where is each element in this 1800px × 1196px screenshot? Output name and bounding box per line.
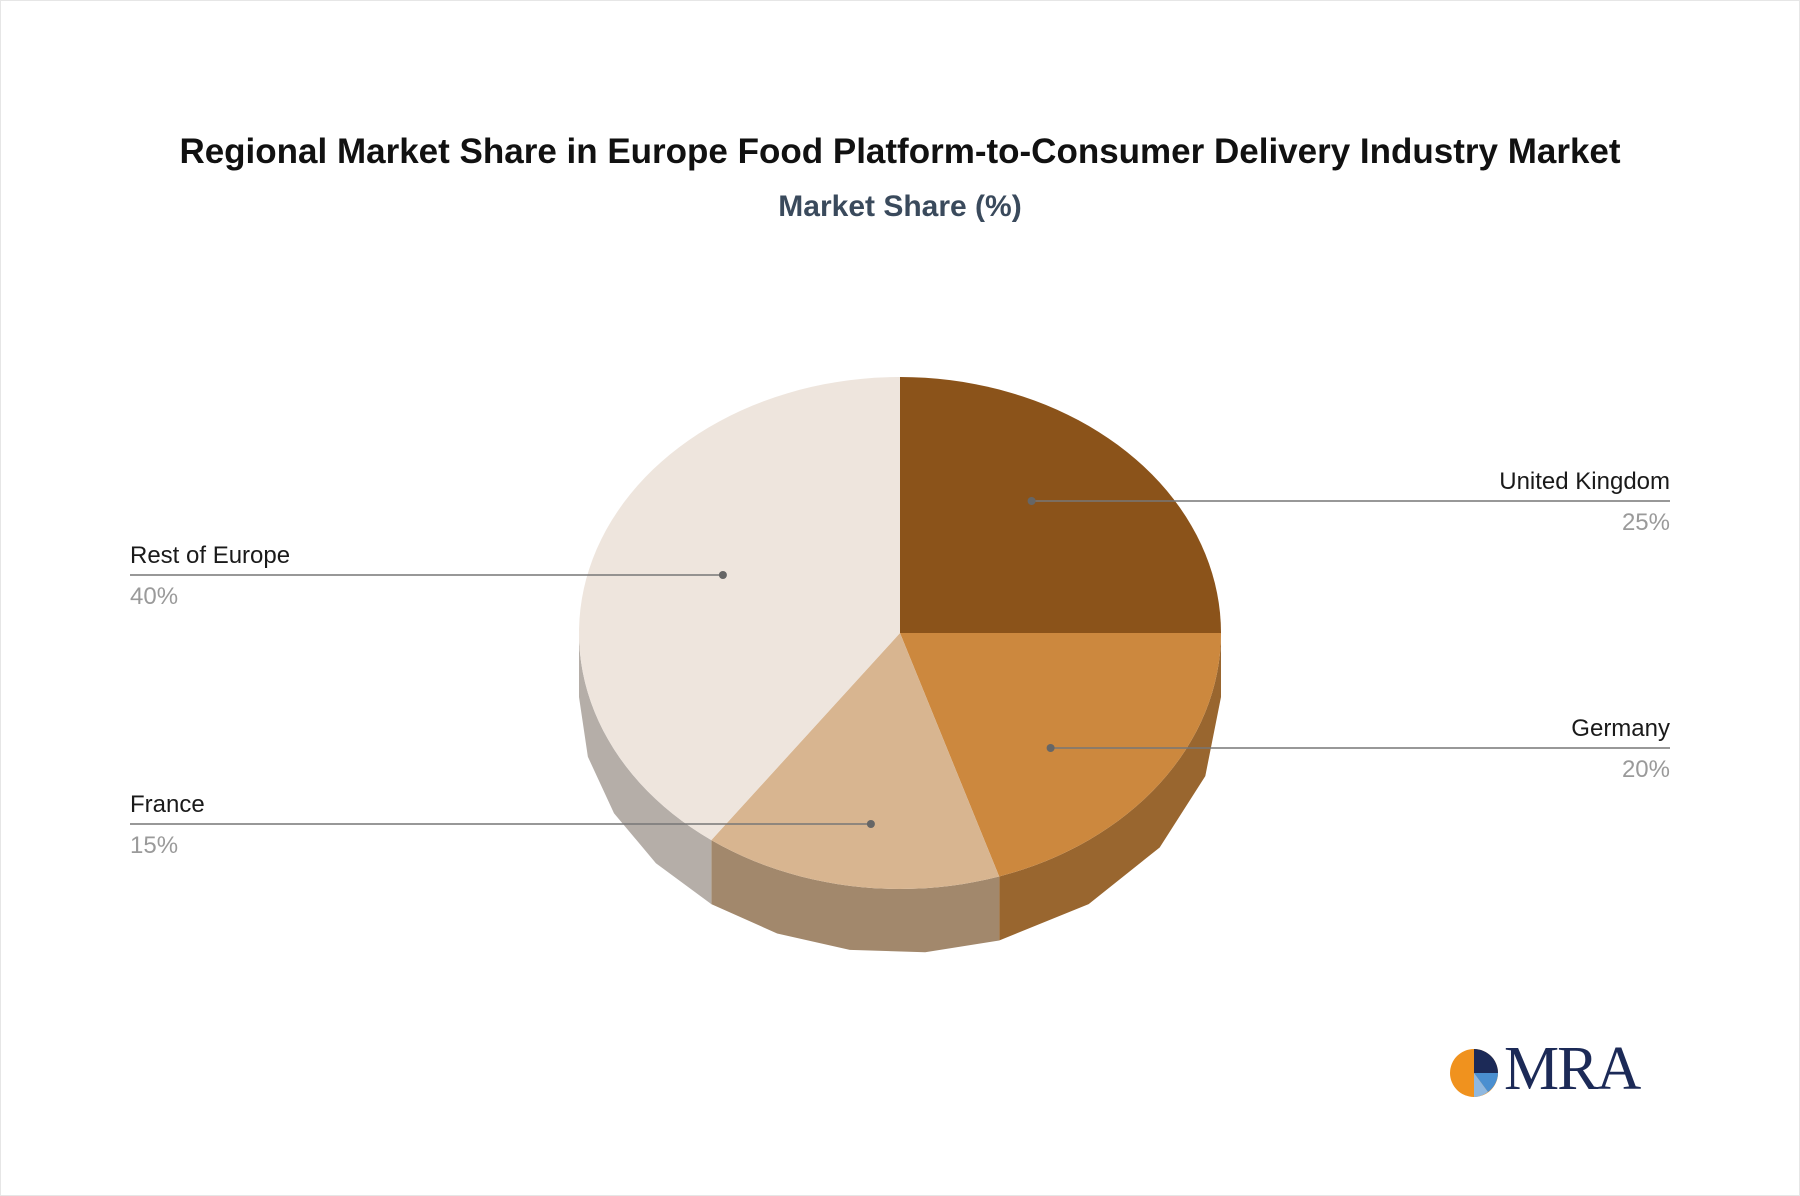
pie-side-rest-of-europe [579, 633, 712, 905]
slice-label-germany: Germany [1571, 715, 1670, 742]
mra-logo-text: MRA [1504, 1035, 1641, 1103]
pie-slice-germany[interactable] [900, 633, 1221, 877]
pie-slice-rest-of-europe[interactable] [579, 377, 900, 841]
chart-title: Regional Market Share in Europe Food Pla… [179, 132, 1621, 171]
leader-lines [130, 497, 1670, 828]
slice-labels: United Kingdom 25% Germany 20% France 15% Rest… [130, 468, 1670, 859]
pie-sides [579, 633, 1221, 953]
mra-logo: MRA [1448, 1035, 1648, 1104]
pie-slice-united-kingdom[interactable] [900, 377, 1221, 633]
slice-label-france: France [130, 791, 205, 818]
slice-value-united-kingdom: 25% [1622, 509, 1670, 536]
pie-slice-france[interactable] [711, 633, 1000, 889]
leader-dot-united-kingdom [1027, 497, 1036, 505]
leader-dot-rest-of-europe [718, 571, 727, 579]
leader-dot-france [866, 820, 875, 828]
chart-subtitle: Market Share (%) [778, 190, 1022, 223]
pie-slices [579, 377, 1221, 889]
leader-dot-germany [1046, 744, 1055, 752]
slice-label-rest-of-europe: Rest of Europe [130, 542, 290, 569]
mra-logo-icon [1450, 1049, 1498, 1097]
pie-side-germany [999, 633, 1221, 941]
pie-side-france [711, 840, 1000, 953]
slice-value-france: 15% [130, 832, 178, 859]
slice-label-united-kingdom: United Kingdom [1499, 468, 1670, 495]
slice-value-rest-of-europe: 40% [130, 583, 178, 610]
slice-value-germany: 20% [1622, 756, 1670, 783]
